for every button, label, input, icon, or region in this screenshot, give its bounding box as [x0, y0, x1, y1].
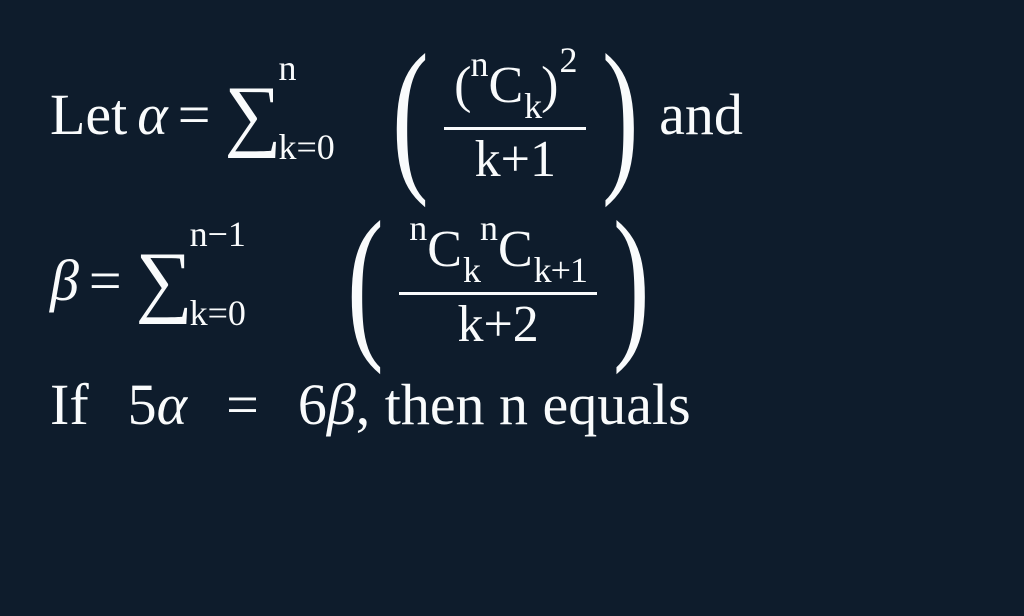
- fraction-1: (nCk)2 k+1: [444, 40, 586, 190]
- sum1-upper: n: [278, 48, 296, 89]
- symbol-alpha: α: [137, 82, 167, 149]
- sum2-lower: k=0: [190, 293, 246, 334]
- paren-group-2: ( nCknCk+1 k+2 ): [337, 208, 660, 354]
- coef-6: 6: [298, 372, 327, 437]
- sum1-lower: k=0: [278, 127, 334, 168]
- equals-1: =: [178, 82, 211, 149]
- frac2-num: nCknCk+1: [399, 208, 597, 291]
- lparen-icon: (: [391, 51, 428, 179]
- rparen-icon: ): [602, 51, 639, 179]
- symbol-alpha-2: α: [157, 372, 187, 437]
- symbol-beta-2: β: [327, 372, 356, 437]
- sum2-upper: n−1: [190, 214, 246, 255]
- frac1-num: (nCk)2: [444, 40, 586, 127]
- frac2-den: k+2: [447, 295, 548, 355]
- equals-3: =: [226, 372, 259, 437]
- equation-line-3: If 5α = 6β, then n equals: [50, 372, 974, 439]
- equation-line-1: Let α = ∑ n k=0 ( (nCk)2 k+1 ) and: [50, 40, 974, 190]
- math-problem-page: Let α = ∑ n k=0 ( (nCk)2 k+1 ) and β: [0, 0, 1024, 616]
- coef-5: 5: [128, 372, 157, 437]
- sigma-icon: ∑: [224, 83, 281, 147]
- word-and: and: [659, 82, 743, 149]
- equation-line-2: β = ∑ n−1 k=0 ( nCknCk+1 k+2 ): [50, 208, 974, 354]
- fraction-2: nCknCk+1 k+2: [399, 208, 597, 354]
- summation-2: ∑ n−1 k=0: [136, 249, 193, 313]
- then-n-equals: , then n equals: [356, 372, 691, 437]
- summation-1: ∑ n k=0: [224, 83, 281, 147]
- symbol-beta: β: [50, 248, 79, 315]
- paren-group-1: ( (nCk)2 k+1 ): [382, 40, 650, 190]
- rparen-icon: ): [613, 218, 650, 346]
- word-let: Let: [50, 82, 127, 149]
- lparen-icon: (: [347, 218, 384, 346]
- frac1-den: k+1: [465, 130, 566, 190]
- sigma-icon: ∑: [136, 249, 193, 313]
- equals-2: =: [89, 248, 122, 315]
- word-if: If: [50, 372, 89, 437]
